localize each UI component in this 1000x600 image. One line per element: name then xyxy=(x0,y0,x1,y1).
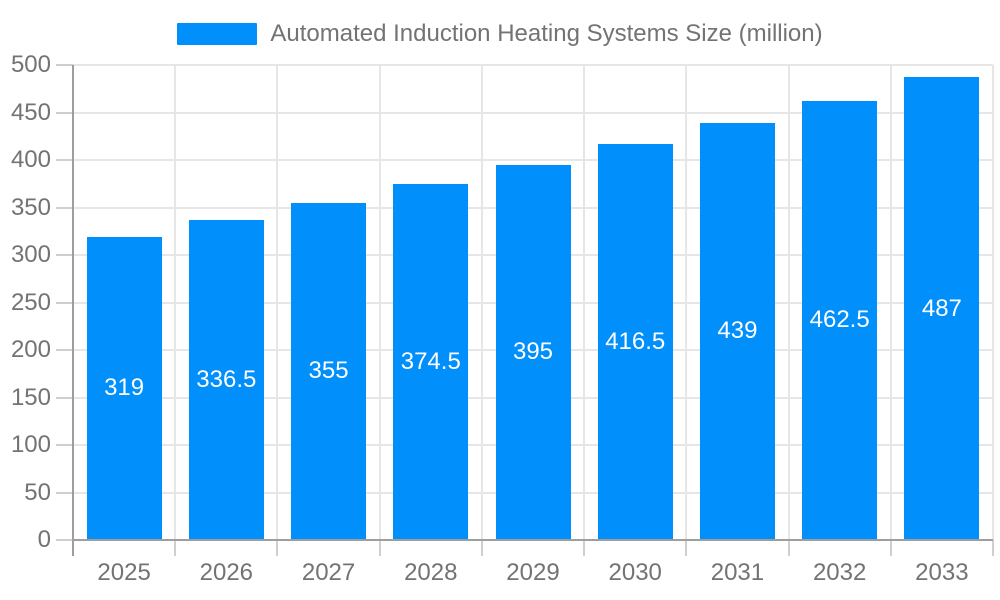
y-tick-label: 350 xyxy=(10,193,51,221)
legend: Automated Induction Heating Systems Size… xyxy=(0,20,1000,48)
y-axis-tick xyxy=(56,111,73,114)
bar: 374.5 xyxy=(393,184,469,540)
y-axis-tick xyxy=(56,396,73,399)
bar: 487 xyxy=(904,77,980,540)
gridline-vertical xyxy=(889,65,892,540)
bar-value-label: 462.5 xyxy=(809,306,870,334)
x-tick-label: 2033 xyxy=(915,559,969,586)
y-axis-tick xyxy=(56,254,73,256)
y-tick-label: 0 xyxy=(37,526,51,553)
x-axis-tick xyxy=(685,540,688,556)
y-tick-label: 50 xyxy=(24,478,51,506)
legend-item[interactable]: Automated Induction Heating Systems Size… xyxy=(177,20,823,48)
y-tick-label: 150 xyxy=(10,383,51,411)
gridline-vertical xyxy=(174,65,177,540)
x-axis-tick xyxy=(276,540,279,556)
x-tick-label: 2030 xyxy=(608,559,662,586)
y-tick-label: 300 xyxy=(10,241,51,268)
bar-value-label: 439 xyxy=(717,317,758,345)
gridline-vertical xyxy=(276,65,279,540)
y-axis-tick xyxy=(56,444,73,446)
x-tick-label: 2028 xyxy=(404,559,458,586)
y-tick-label: 100 xyxy=(10,431,51,458)
gridline-vertical xyxy=(583,65,586,540)
gridline-horizontal xyxy=(73,64,993,66)
x-tick-label: 2025 xyxy=(97,559,151,586)
gridline-vertical xyxy=(992,65,994,540)
x-axis-tick xyxy=(992,540,994,556)
gridline-vertical xyxy=(787,65,790,540)
x-tick-label: 2029 xyxy=(506,559,560,586)
x-axis-tick xyxy=(378,540,381,556)
gridline-horizontal xyxy=(73,159,993,161)
legend-swatch xyxy=(177,23,258,45)
x-axis-tick xyxy=(889,540,892,556)
y-tick-label: 400 xyxy=(10,146,51,173)
bar-value-label: 336.5 xyxy=(196,366,257,394)
x-axis-tick xyxy=(787,540,790,556)
bar: 395 xyxy=(495,164,571,540)
y-tick-label: 500 xyxy=(10,51,51,78)
gridline-vertical xyxy=(685,65,688,540)
y-axis-tick xyxy=(56,64,73,66)
y-axis-tick xyxy=(56,159,73,161)
gridline-vertical xyxy=(480,65,483,540)
y-tick-label: 250 xyxy=(10,288,51,316)
y-axis-tick xyxy=(56,539,73,541)
y-tick-label: 200 xyxy=(10,336,51,363)
y-tick-label: 450 xyxy=(10,98,51,126)
bar: 439 xyxy=(699,122,775,540)
bar: 336.5 xyxy=(188,220,264,540)
x-axis-line xyxy=(73,539,993,541)
bar: 319 xyxy=(86,236,162,540)
gridline-vertical xyxy=(378,65,381,540)
y-axis-tick xyxy=(56,206,73,209)
x-tick-label: 2027 xyxy=(301,559,356,586)
y-axis-tick xyxy=(56,349,73,351)
x-tick-label: 2031 xyxy=(710,559,765,586)
x-tick-label: 2032 xyxy=(812,559,867,586)
bar: 416.5 xyxy=(597,144,673,540)
bar-value-label: 374.5 xyxy=(400,348,461,376)
bar-value-label: 355 xyxy=(308,357,349,385)
x-axis-tick xyxy=(174,540,177,556)
y-axis-tick xyxy=(56,491,73,494)
bar-value-label: 319 xyxy=(104,374,145,402)
gridline-horizontal xyxy=(73,111,993,114)
bar-value-label: 395 xyxy=(512,338,554,366)
bar-value-label: 416.5 xyxy=(605,328,666,356)
y-axis-tick xyxy=(56,301,73,304)
bar: 462.5 xyxy=(802,100,878,540)
x-axis-tick xyxy=(480,540,483,556)
y-axis-line xyxy=(72,65,74,556)
bar: 355 xyxy=(291,202,367,540)
legend-label: Automated Induction Heating Systems Size… xyxy=(270,20,823,47)
bar-value-label: 487 xyxy=(921,294,962,322)
x-axis-tick xyxy=(583,540,586,556)
x-tick-label: 2026 xyxy=(199,559,254,586)
